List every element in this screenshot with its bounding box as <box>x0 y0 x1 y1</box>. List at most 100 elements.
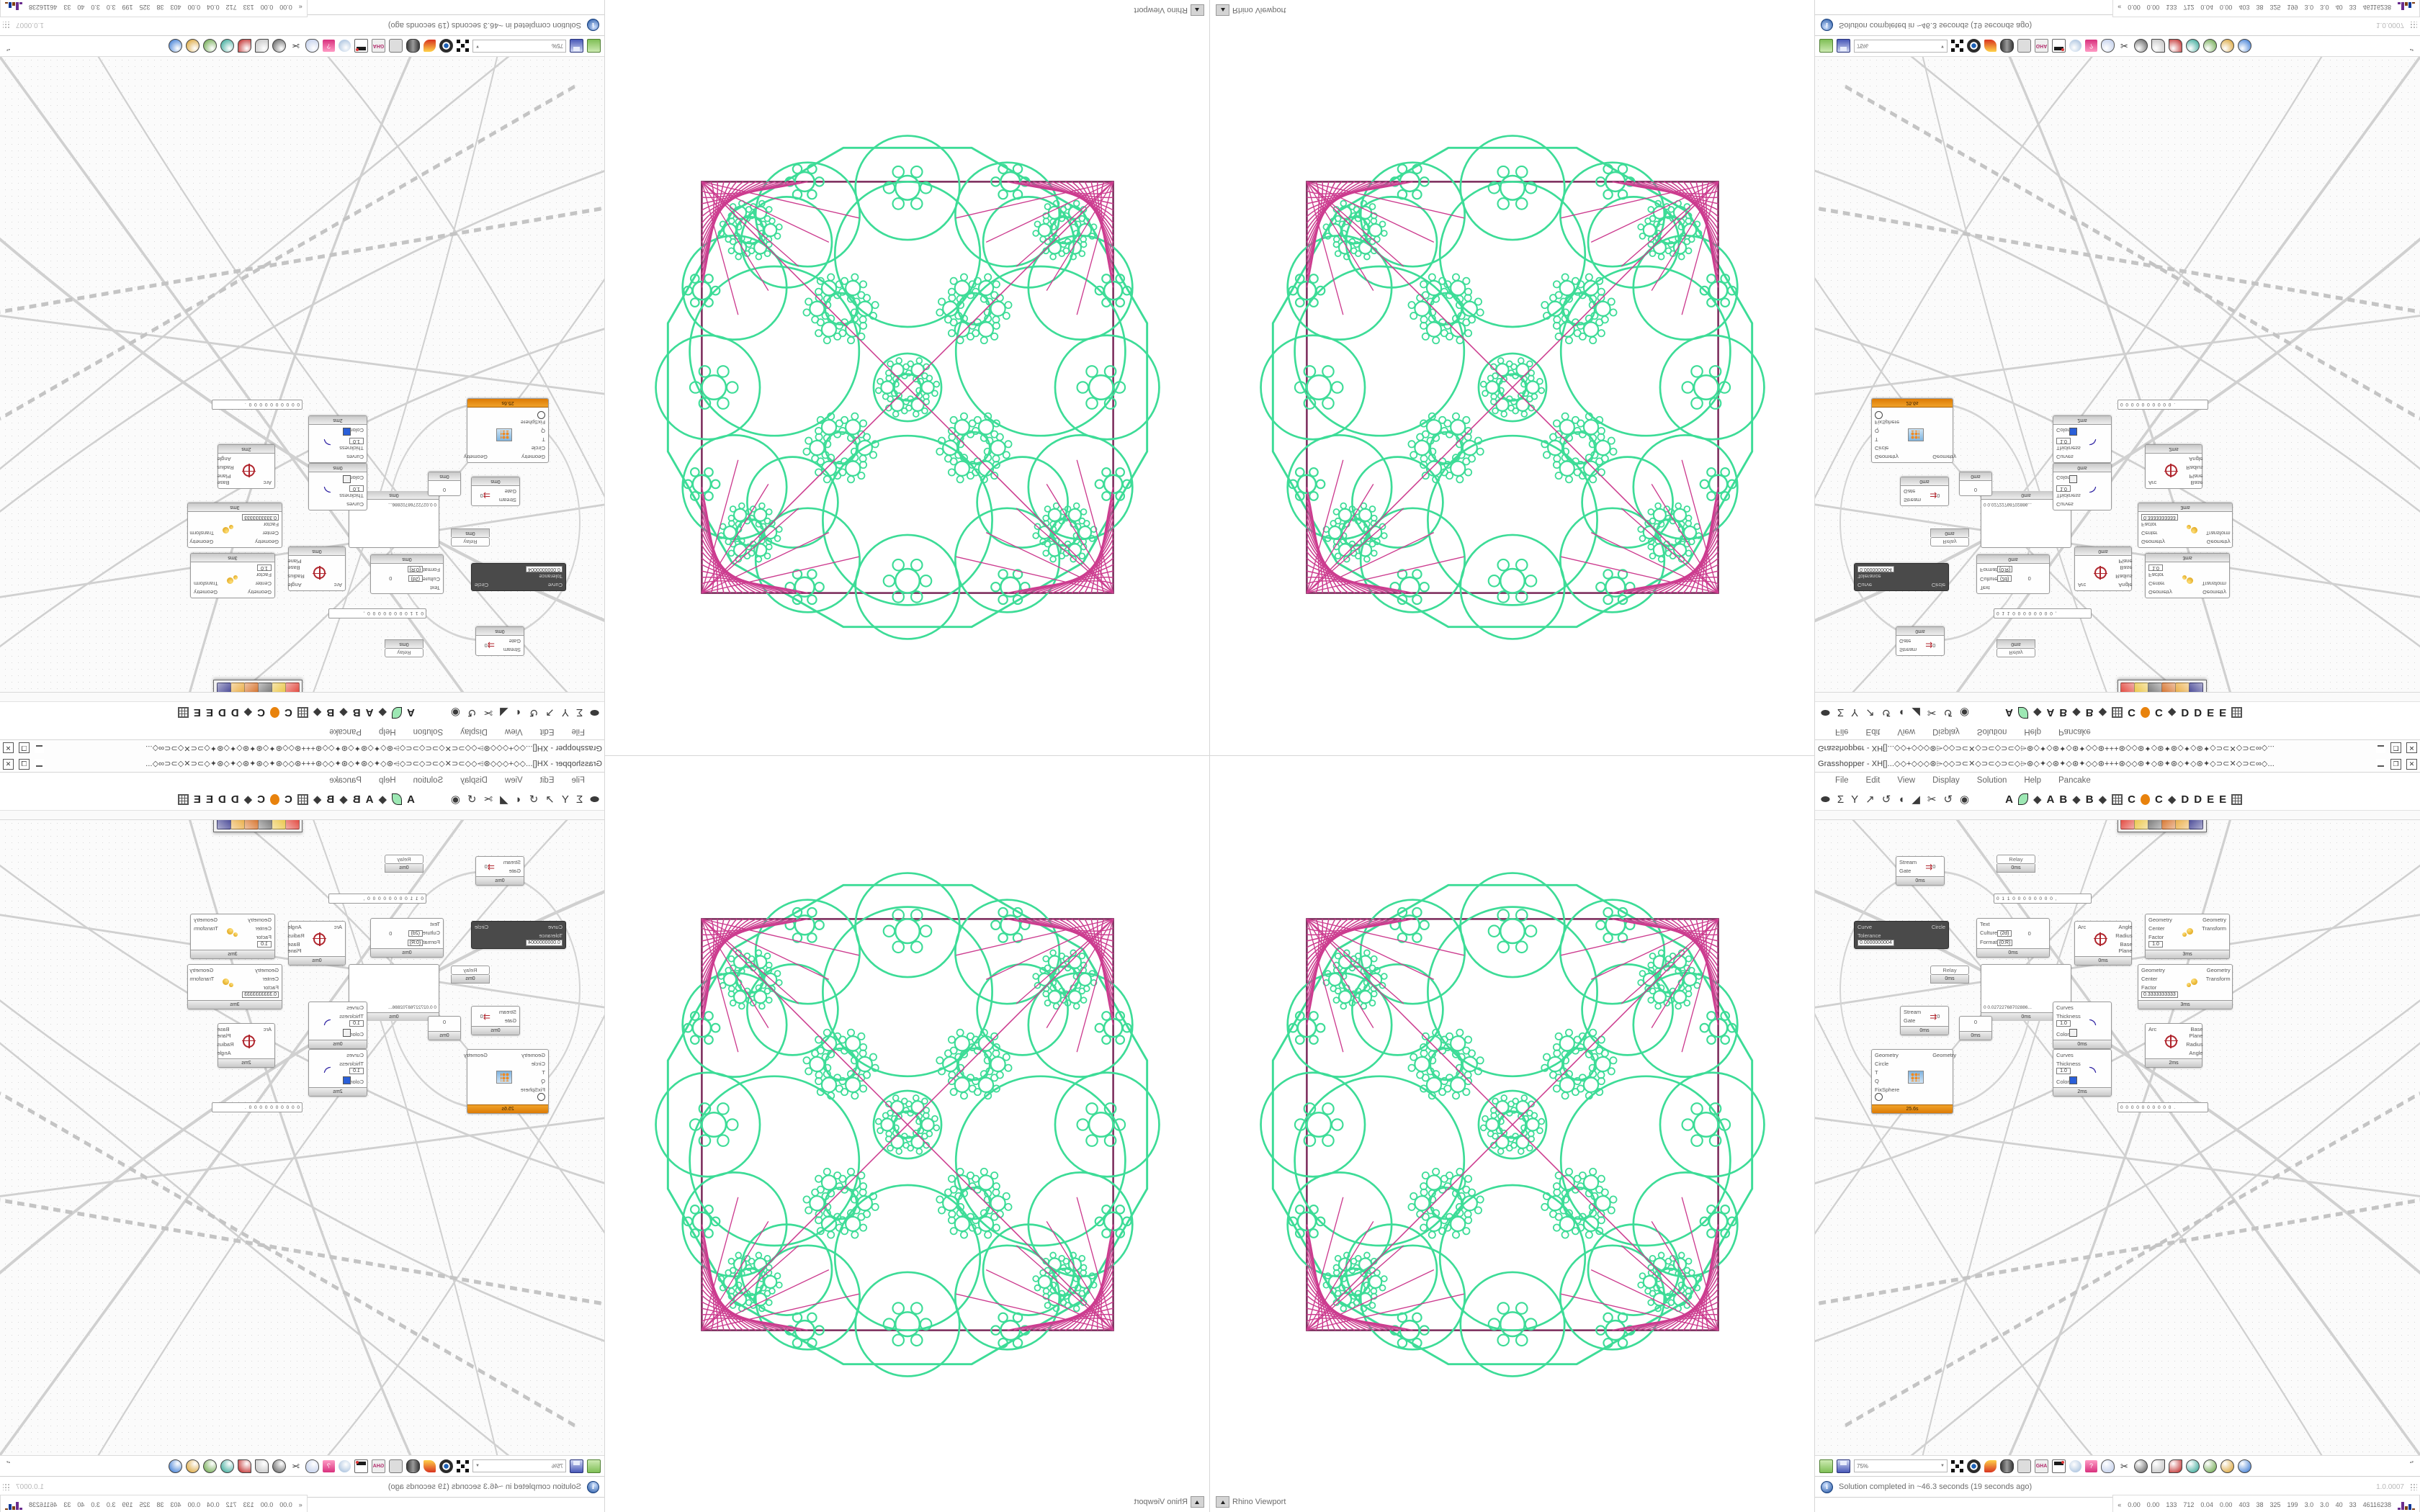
transform-icon[interactable]: ↺ <box>1943 793 1953 806</box>
shape-b2-button[interactable] <box>186 1459 200 1473</box>
node-number-small[interactable]: 0 0ms <box>428 1016 461 1040</box>
output-pin-angle[interactable]: Angle <box>287 582 302 588</box>
open-file-button[interactable] <box>587 39 601 53</box>
save-file-button[interactable] <box>570 39 583 53</box>
input-pin-center[interactable]: Center <box>246 925 272 932</box>
tab-c[interactable]: C <box>2128 706 2136 719</box>
menu-item-help[interactable]: Help <box>2024 776 2042 785</box>
shape-b6-button[interactable] <box>255 39 269 53</box>
tab-a-params[interactable]: A <box>407 793 415 806</box>
output-pin-circle[interactable]: Circle <box>475 582 489 588</box>
viewport-tab[interactable]: Rhino Viewport <box>1129 4 1204 19</box>
palette-tool-36[interactable] <box>285 683 300 692</box>
gha-assembly-button[interactable]: GHA <box>372 39 385 53</box>
tab-a-params[interactable]: A <box>2005 793 2013 806</box>
output-pin-radius[interactable]: Radius <box>2115 932 2133 939</box>
color-swatch[interactable] <box>343 1076 351 1084</box>
node-curves-color-blue[interactable]: Curves Thickness1.0 Color 2ms <box>2053 1049 2112 1097</box>
input-pin-culture[interactable]: Culture(2d) <box>1980 930 2012 937</box>
maximize-button[interactable]: ❐ <box>19 742 30 754</box>
node-canvas[interactable]: 0 1 1 0 0 0 0 0 0 0 0 , 0 0 0 0 0 0 0 0 0… <box>0 820 605 1455</box>
scissors-button[interactable]: ✂ <box>292 40 300 52</box>
input-pin-center[interactable]: Center <box>242 530 279 536</box>
output-pin-geometry[interactable]: Geometry <box>463 454 488 460</box>
menu-item-display[interactable]: Display <box>1932 727 1960 736</box>
input-pin-thickness[interactable]: Thickness1.0 <box>339 485 364 499</box>
tab-grid-icon[interactable] <box>297 707 308 719</box>
close-button[interactable]: ✕ <box>2406 758 2417 770</box>
menu-item-display[interactable]: Display <box>460 727 488 736</box>
input-pin-q[interactable]: Q <box>1875 428 1899 434</box>
tab-c[interactable]: C <box>284 793 292 806</box>
menu-item-solution[interactable]: Solution <box>1976 776 2007 785</box>
input-pin-tolerance[interactable]: Tolerance0.0000000004 <box>506 566 563 580</box>
toolbar-overflow-spinner[interactable]: ▴▾ <box>6 48 10 53</box>
bulb-button[interactable] <box>305 39 319 53</box>
node-curves-color-white[interactable]: Curves Thickness1.0 Color 0ms <box>308 463 367 510</box>
sets-icon[interactable]: Υ <box>561 706 569 719</box>
input-pin-arc[interactable]: Arc <box>2078 582 2086 588</box>
input-pin-center[interactable]: Center <box>2148 580 2174 587</box>
preview-toggle-button[interactable] <box>439 39 453 53</box>
culture-value[interactable]: (2d) <box>408 575 423 582</box>
node-arc-2[interactable]: Arc Base Plane Radius Angle 2ms <box>2145 444 2203 489</box>
toolbar-overflow-spinner[interactable]: ▴▾ <box>6 1459 10 1464</box>
cylinder-button[interactable] <box>2000 39 2014 53</box>
node-stream-gate-2[interactable]: Stream Gate ⇉ 0 0ms <box>1900 477 1949 506</box>
search-magnifier-button[interactable] <box>2069 40 2081 53</box>
maths-icon[interactable]: Σ <box>1837 793 1845 806</box>
input-pin-arc[interactable]: Arc <box>264 480 272 486</box>
zoom-level-select[interactable]: 75% ▼ <box>472 40 566 53</box>
factor-value[interactable]: 1.0 <box>2148 941 2163 948</box>
thickness-value[interactable]: 1.0 <box>349 1020 364 1027</box>
input-pin-factor[interactable]: Factor0.3333333333 <box>2141 984 2178 998</box>
output-pin-geometry[interactable]: Geometry <box>1932 1052 1957 1058</box>
input-pin-circle[interactable]: Circle <box>1875 445 1899 451</box>
tray-chevron-icon[interactable]: « <box>2118 4 2122 11</box>
help-question-button[interactable]: ? <box>323 1459 335 1472</box>
menu-item-view[interactable]: View <box>504 727 523 736</box>
surface-icon[interactable]: ◖ <box>1898 706 1905 719</box>
help-question-button[interactable]: ? <box>323 40 335 53</box>
tab-b[interactable]: B <box>2059 706 2068 719</box>
tray-chevron-icon[interactable]: « <box>298 1501 302 1508</box>
zoom-extents-button[interactable] <box>1951 40 1963 53</box>
viewport-tab[interactable]: Rhino Viewport <box>1129 1493 1204 1508</box>
output-pin-angle[interactable]: Angle <box>2118 582 2133 588</box>
tab-bird-icon[interactable]: ◆ <box>2167 706 2177 719</box>
zoom-extents-button[interactable] <box>457 1459 469 1472</box>
node-scale-1[interactable]: Geometry Center Factor1.0 Geometry Transform… <box>2145 553 2230 598</box>
output-pin-base-plane[interactable]: Base Plane <box>2189 473 2203 486</box>
palette-tool-40[interactable] <box>230 820 245 829</box>
input-pin-curve[interactable]: Curve <box>1857 924 1914 930</box>
cylinder-button[interactable] <box>406 39 420 53</box>
resize-grip[interactable] <box>2410 22 2417 29</box>
node-stream-gate-2[interactable]: Stream Gate ⇉ 0 0ms <box>471 1006 520 1035</box>
node-arc-2[interactable]: Arc Base Plane Radius Angle 2ms <box>217 444 275 489</box>
document-button[interactable] <box>2052 39 2066 53</box>
tolerance-value[interactable]: 0.0000000004 <box>1857 940 1894 946</box>
tab-grid2-icon[interactable] <box>177 793 189 805</box>
output-pin-geometry[interactable]: Geometry <box>2202 917 2226 923</box>
palette-tool-41[interactable] <box>217 683 231 692</box>
vector-icon[interactable]: ↗ <box>545 793 555 806</box>
tab-maths-icon[interactable]: ◆ <box>378 706 387 719</box>
color-swatch[interactable] <box>343 1029 351 1037</box>
input-pin-format[interactable]: Format{0:R} <box>1980 566 2013 573</box>
output-pin-base-plane[interactable]: Base Plane <box>2118 558 2133 571</box>
maths-icon[interactable]: Σ <box>575 706 583 719</box>
palette-tool-38[interactable] <box>2148 820 2162 829</box>
palette-tool-41[interactable] <box>2189 683 2203 692</box>
tab-dot-icon[interactable] <box>2140 707 2150 719</box>
display-icon[interactable]: ◉ <box>1960 793 1970 806</box>
input-pin-gate[interactable]: Gate <box>503 638 521 644</box>
bake-flame-button[interactable] <box>424 1459 436 1472</box>
node-relay-2[interactable]: Relay 0ms <box>451 528 490 546</box>
tab-d2[interactable]: D <box>2194 793 2202 806</box>
bulb-button[interactable] <box>2101 1459 2115 1473</box>
input-pin-circle[interactable]: Circle <box>1875 1061 1899 1067</box>
vector-icon[interactable]: ↗ <box>1865 706 1875 719</box>
node-scale-2[interactable]: Geometry Center Factor0.3333333333 Geometry… <box>187 964 282 1009</box>
display-icon[interactable]: ◉ <box>450 793 460 806</box>
tab-bird-icon[interactable]: ◆ <box>243 793 253 806</box>
